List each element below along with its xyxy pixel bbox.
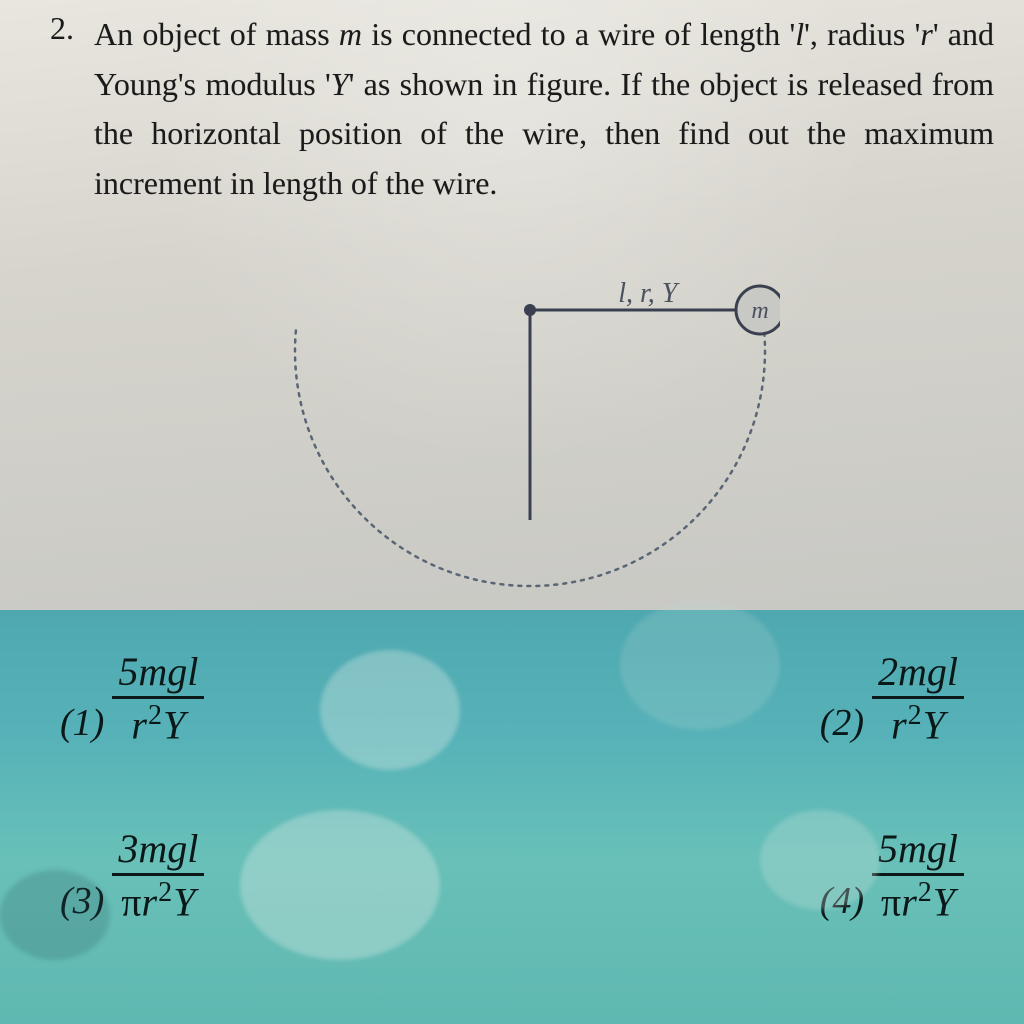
options-row-1: (1) 5mgl r2Y (2) 2mgl r2Y bbox=[40, 650, 984, 747]
fraction-bar bbox=[112, 696, 204, 699]
question-block: 2. An object of mass m is connected to a… bbox=[0, 0, 1024, 610]
figure-svg: l, r, Y m bbox=[280, 282, 780, 602]
fraction-denominator: r2Y bbox=[885, 701, 951, 747]
figure: l, r, Y m bbox=[280, 282, 780, 602]
fraction-bar bbox=[112, 873, 204, 876]
fraction-numerator: 3mgl bbox=[112, 827, 204, 871]
option-label: (2) bbox=[820, 701, 864, 745]
option-label: (1) bbox=[60, 701, 104, 745]
option-fraction: 5mgl πr2Y bbox=[872, 827, 964, 924]
option-label: (3) bbox=[60, 879, 104, 923]
option-1[interactable]: (1) 5mgl r2Y bbox=[60, 650, 204, 747]
option-label: (4) bbox=[820, 879, 864, 923]
question-row: 2. An object of mass m is connected to a… bbox=[30, 10, 994, 208]
question-text: An object of mass m is connected to a wi… bbox=[94, 10, 994, 208]
wire-label: l, r, Y bbox=[618, 282, 681, 309]
pivot-dot bbox=[524, 304, 536, 316]
question-number: 2. bbox=[30, 10, 74, 208]
option-fraction: 3mgl πr2Y bbox=[112, 827, 204, 924]
option-fraction: 5mgl r2Y bbox=[112, 650, 204, 747]
page: 2. An object of mass m is connected to a… bbox=[0, 0, 1024, 1024]
mass-label: m bbox=[751, 298, 768, 324]
options-block: (1) 5mgl r2Y (2) 2mgl r2Y (3) bbox=[0, 610, 1024, 1024]
option-3[interactable]: (3) 3mgl πr2Y bbox=[60, 827, 204, 924]
fraction-denominator: r2Y bbox=[125, 701, 191, 747]
option-fraction: 2mgl r2Y bbox=[872, 650, 964, 747]
option-2[interactable]: (2) 2mgl r2Y bbox=[820, 650, 964, 747]
fraction-denominator: πr2Y bbox=[115, 878, 201, 924]
fraction-numerator: 5mgl bbox=[872, 827, 964, 871]
fraction-bar bbox=[872, 873, 964, 876]
option-4[interactable]: (4) 5mgl πr2Y bbox=[820, 827, 964, 924]
fraction-bar bbox=[872, 696, 964, 699]
fraction-numerator: 5mgl bbox=[112, 650, 204, 694]
fraction-denominator: πr2Y bbox=[875, 878, 961, 924]
options-row-2: (3) 3mgl πr2Y (4) 5mgl πr2Y bbox=[40, 827, 984, 924]
fraction-numerator: 2mgl bbox=[872, 650, 964, 694]
